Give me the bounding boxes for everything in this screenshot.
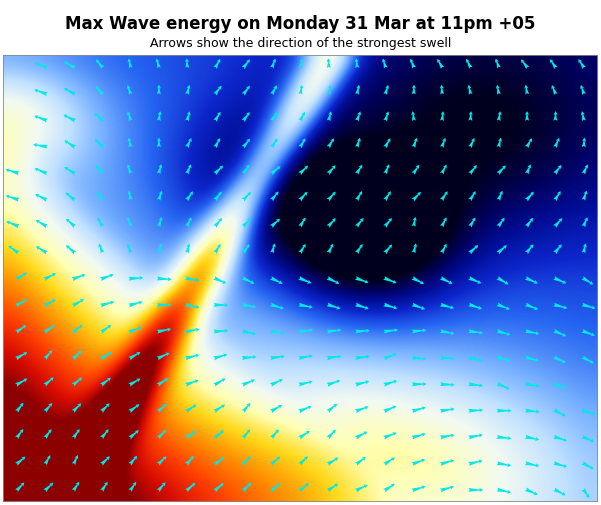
Text: Arrows show the direction of the strongest swell: Arrows show the direction of the stronge… xyxy=(150,37,451,50)
Text: Max Wave energy on Monday 31 Mar at 11pm +05: Max Wave energy on Monday 31 Mar at 11pm… xyxy=(66,15,535,33)
